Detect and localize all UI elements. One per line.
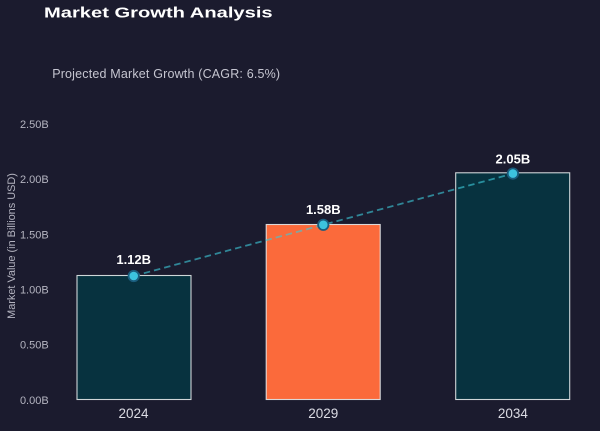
svg-text:2024: 2024 <box>118 406 149 421</box>
svg-text:Projected Market Growth (CAGR:: Projected Market Growth (CAGR: 6.5%) <box>52 67 280 81</box>
svg-text:1.00B: 1.00B <box>20 285 49 297</box>
svg-text:1.58B: 1.58B <box>306 202 341 217</box>
svg-text:1.50B: 1.50B <box>20 229 49 241</box>
svg-text:Market Growth Analysis: Market Growth Analysis <box>44 4 273 21</box>
svg-text:2.00B: 2.00B <box>20 174 49 186</box>
svg-text:Market Value (in Billions USD): Market Value (in Billions USD) <box>6 173 18 319</box>
svg-text:1.12B: 1.12B <box>116 252 151 267</box>
svg-text:0.50B: 0.50B <box>20 340 49 352</box>
svg-text:2034: 2034 <box>498 406 529 421</box>
svg-text:2029: 2029 <box>308 406 338 421</box>
svg-text:2.50B: 2.50B <box>20 119 49 131</box>
svg-text:0.00B: 0.00B <box>20 395 49 407</box>
svg-text:2.05B: 2.05B <box>496 152 531 167</box>
